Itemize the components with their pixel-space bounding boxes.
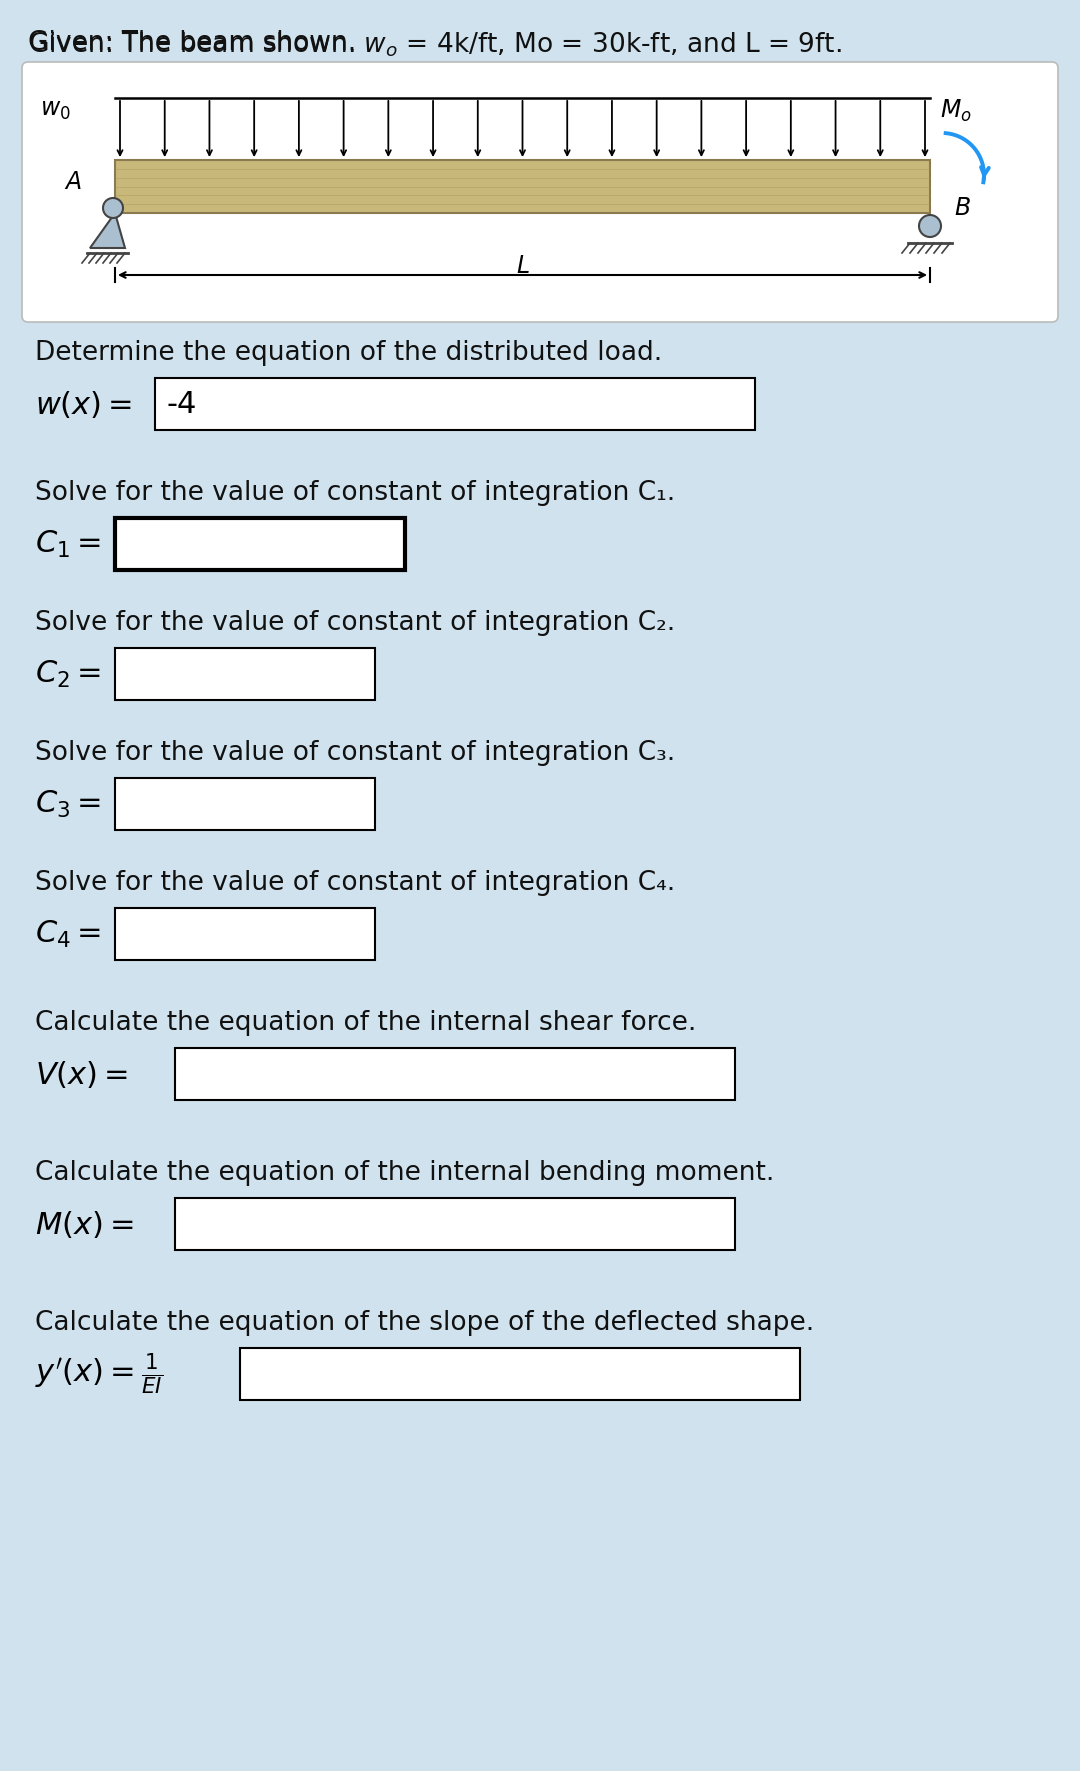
Text: Determine the equation of the distributed load.: Determine the equation of the distribute… xyxy=(35,340,662,367)
Text: $w_0$: $w_0$ xyxy=(40,97,71,122)
FancyBboxPatch shape xyxy=(175,1197,735,1250)
Text: Calculate the equation of the internal shear force.: Calculate the equation of the internal s… xyxy=(35,1009,697,1036)
FancyBboxPatch shape xyxy=(175,1048,735,1100)
Text: -4: -4 xyxy=(167,390,198,418)
FancyBboxPatch shape xyxy=(156,377,755,430)
Text: $w(x) =$: $w(x) =$ xyxy=(35,388,132,420)
Text: Solve for the value of constant of integration C₃.: Solve for the value of constant of integ… xyxy=(35,740,675,767)
Text: $y'(x) = \frac{1}{EI}$: $y'(x) = \frac{1}{EI}$ xyxy=(35,1351,163,1397)
Bar xyxy=(114,159,930,213)
Text: Solve for the value of constant of integration C₂.: Solve for the value of constant of integ… xyxy=(35,609,675,636)
FancyBboxPatch shape xyxy=(114,777,375,831)
Text: Calculate the equation of the slope of the deflected shape.: Calculate the equation of the slope of t… xyxy=(35,1311,814,1335)
Text: $M_o$: $M_o$ xyxy=(940,97,972,124)
Text: $C_1 =$: $C_1 =$ xyxy=(35,528,102,560)
Text: Solve for the value of constant of integration C₁.: Solve for the value of constant of integ… xyxy=(35,480,675,507)
Circle shape xyxy=(919,214,941,237)
Text: $C_2 =$: $C_2 =$ xyxy=(35,659,102,689)
Text: $V(x) =$: $V(x) =$ xyxy=(35,1059,129,1089)
Text: $C_3 =$: $C_3 =$ xyxy=(35,788,102,820)
Text: Given: The beam shown. $w_o$ = 4k/ft, Mo = 30k-ft, and L = 9ft.: Given: The beam shown. $w_o$ = 4k/ft, Mo… xyxy=(28,30,841,58)
FancyBboxPatch shape xyxy=(114,909,375,960)
Text: $M(x) =$: $M(x) =$ xyxy=(35,1208,134,1240)
Text: Solve for the value of constant of integration C₄.: Solve for the value of constant of integ… xyxy=(35,870,675,896)
Text: Given: The beam shown.: Given: The beam shown. xyxy=(28,30,365,57)
FancyBboxPatch shape xyxy=(22,62,1058,322)
Text: $C_4 =$: $C_4 =$ xyxy=(35,919,102,949)
Circle shape xyxy=(103,198,123,218)
FancyBboxPatch shape xyxy=(114,648,375,700)
FancyBboxPatch shape xyxy=(114,517,405,570)
FancyBboxPatch shape xyxy=(240,1348,800,1401)
Polygon shape xyxy=(90,213,125,248)
Text: $L$: $L$ xyxy=(515,253,529,278)
Text: B: B xyxy=(954,197,970,220)
Text: Calculate the equation of the internal bending moment.: Calculate the equation of the internal b… xyxy=(35,1160,774,1187)
Text: A: A xyxy=(65,170,81,195)
